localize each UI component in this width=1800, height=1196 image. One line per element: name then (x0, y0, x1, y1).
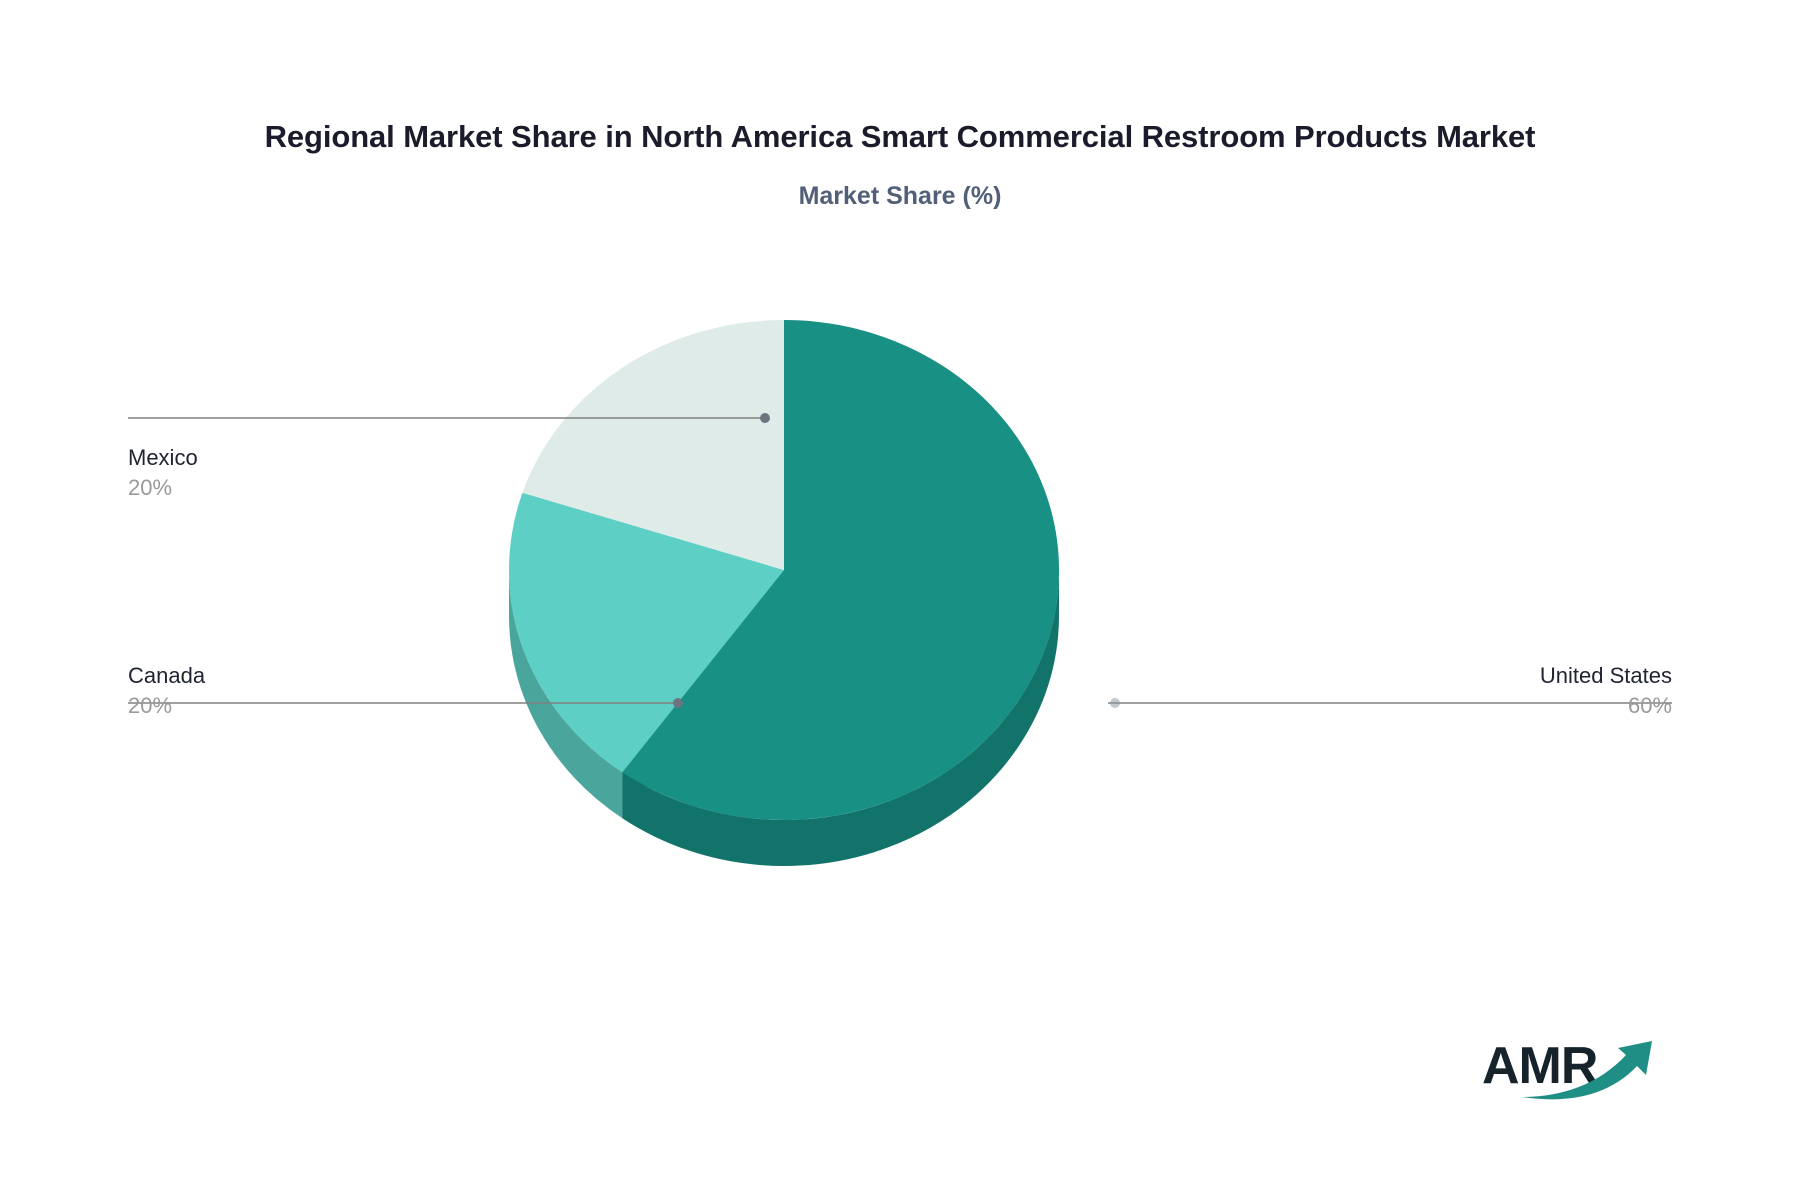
chart-header: Regional Market Share in North America S… (0, 118, 1800, 211)
pie-slice-united-states[interactable] (622, 319, 1060, 821)
pie-top-layer (509, 319, 1060, 821)
chart-subtitle: Market Share (%) (798, 182, 1002, 211)
pie-side-united-states (622, 570, 1059, 866)
callout-label-canada: Canada (128, 663, 206, 688)
callout-value-canada: 20% (128, 693, 173, 718)
amr-logo-text: AMR (1482, 1037, 1598, 1095)
callout-value-mexico: 20% (128, 475, 173, 500)
callout-canada[interactable]: Canada 20% (128, 661, 205, 721)
callout-value-united-states: 60% (1627, 693, 1672, 718)
amr-logo: AMR (1482, 1033, 1672, 1105)
growth-arrow-icon (1522, 1041, 1652, 1100)
chart-title: Regional Market Share in North America S… (264, 119, 1536, 154)
pie-side-canada (509, 570, 623, 819)
amr-logo-svg: AMR (1482, 1037, 1652, 1100)
callout-united-states[interactable]: United States 60% (1540, 661, 1672, 721)
callout-mexico[interactable]: Mexico 20% (128, 443, 198, 503)
callout-label-mexico: Mexico (128, 445, 198, 470)
pie-slice-mexico[interactable] (522, 320, 784, 570)
callout-label-united-states: United States (1539, 663, 1672, 688)
